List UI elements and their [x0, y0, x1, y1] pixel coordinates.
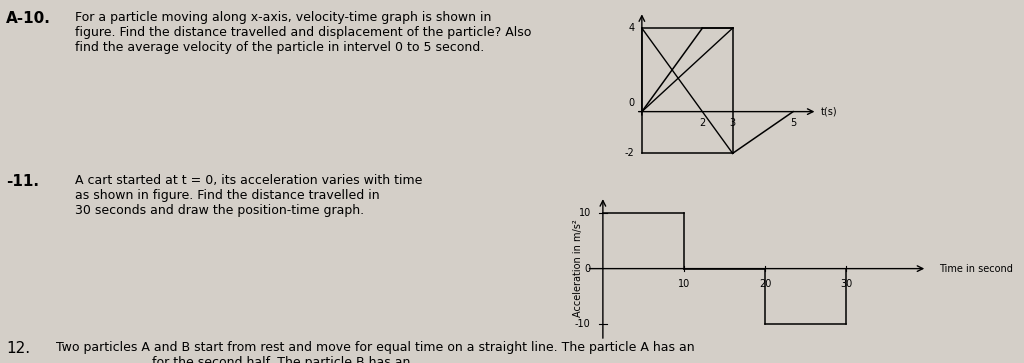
Text: 12.: 12. — [6, 341, 31, 356]
Text: Two particles A and B start from rest and move for equal time on a straight line: Two particles A and B start from rest an… — [56, 341, 695, 363]
Text: Time in second: Time in second — [939, 264, 1013, 274]
Text: 3: 3 — [729, 118, 735, 128]
Text: 10: 10 — [579, 208, 591, 218]
Text: t(s): t(s) — [820, 107, 837, 117]
Text: 30: 30 — [840, 279, 852, 289]
Text: 0: 0 — [628, 98, 634, 109]
Text: For a particle moving along x-axis, velocity-time graph is shown in
figure. Find: For a particle moving along x-axis, velo… — [75, 11, 531, 54]
Text: 20: 20 — [759, 279, 771, 289]
Text: -2: -2 — [625, 148, 634, 158]
Text: 2: 2 — [699, 118, 706, 128]
Text: 5: 5 — [790, 118, 797, 128]
Text: 0: 0 — [585, 264, 591, 274]
Text: -10: -10 — [574, 319, 591, 329]
Text: A-10.: A-10. — [6, 11, 51, 26]
Text: 4: 4 — [628, 23, 634, 33]
Text: 10: 10 — [678, 279, 690, 289]
Text: Acceleration in m/s²: Acceleration in m/s² — [572, 220, 583, 318]
Text: -11.: -11. — [6, 174, 39, 189]
Text: A cart started at t = 0, its acceleration varies with time
as shown in figure. F: A cart started at t = 0, its acceleratio… — [75, 174, 422, 217]
